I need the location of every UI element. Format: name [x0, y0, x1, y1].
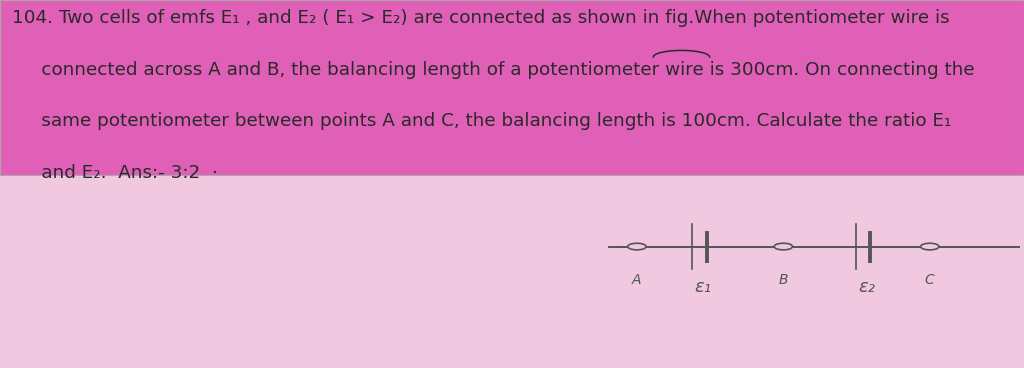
Text: ε₂: ε₂ — [858, 278, 874, 296]
Circle shape — [921, 243, 939, 250]
Text: ε₁: ε₁ — [694, 278, 711, 296]
FancyBboxPatch shape — [0, 0, 1024, 175]
Text: A: A — [632, 273, 642, 287]
Text: 104. Two cells of emfs E₁ , and E₂ ( E₁ > E₂) are connected as shown in fig.When: 104. Two cells of emfs E₁ , and E₂ ( E₁ … — [12, 9, 950, 27]
Circle shape — [774, 243, 793, 250]
Text: connected across A and B, the balancing length of a potentiometer wire is 300cm.: connected across A and B, the balancing … — [12, 61, 975, 79]
Text: C: C — [925, 273, 935, 287]
Text: same potentiometer between points A and C, the balancing length is 100cm. Calcul: same potentiometer between points A and … — [12, 112, 951, 130]
Circle shape — [628, 243, 646, 250]
Text: and E₂.  Ans:- 3:2  ·: and E₂. Ans:- 3:2 · — [12, 164, 218, 182]
Text: B: B — [778, 273, 788, 287]
